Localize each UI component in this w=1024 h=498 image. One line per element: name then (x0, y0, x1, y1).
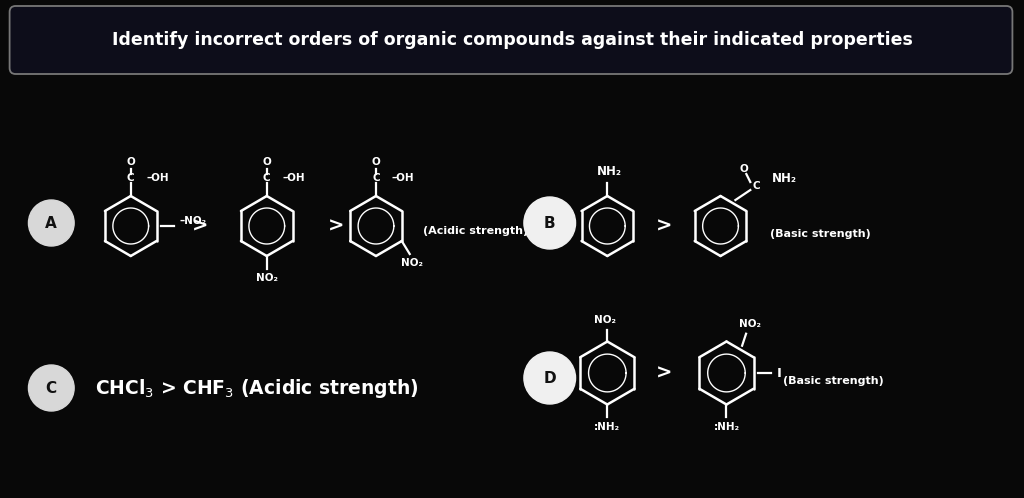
Text: –NO₂: –NO₂ (179, 216, 207, 226)
Text: B: B (544, 216, 556, 231)
Text: Identify incorrect orders of organic compounds against their indicated propertie: Identify incorrect orders of organic com… (112, 31, 912, 49)
Text: >: > (193, 217, 209, 236)
Text: >: > (655, 364, 672, 382)
Text: CHCl$_3$ > CHF$_3$ (Acidic strength): CHCl$_3$ > CHF$_3$ (Acidic strength) (95, 376, 419, 399)
Text: >: > (328, 217, 344, 236)
Text: NO₂: NO₂ (739, 319, 761, 329)
Circle shape (29, 365, 74, 411)
Text: O: O (262, 156, 271, 166)
Text: >: > (655, 217, 672, 236)
Text: (Basic strength): (Basic strength) (770, 229, 870, 239)
Text: NO₂: NO₂ (400, 258, 423, 268)
Text: O: O (740, 164, 749, 174)
FancyBboxPatch shape (9, 6, 1013, 74)
Text: –OH: –OH (392, 172, 415, 182)
Text: NO₂: NO₂ (256, 273, 278, 283)
Text: O: O (126, 156, 135, 166)
Text: (Basic strength): (Basic strength) (783, 376, 884, 386)
Text: (Acidic strength): (Acidic strength) (423, 226, 527, 236)
Text: –OH: –OH (283, 172, 305, 182)
Text: C: C (372, 172, 380, 182)
Text: NH₂: NH₂ (597, 164, 622, 177)
Text: :NH₂: :NH₂ (594, 421, 621, 431)
Circle shape (29, 200, 74, 246)
Text: –OH: –OH (146, 172, 169, 182)
Text: O: O (372, 156, 380, 166)
Text: NO₂: NO₂ (594, 315, 616, 325)
Text: D: D (544, 371, 556, 385)
Text: :NH₂: :NH₂ (714, 421, 739, 431)
Circle shape (524, 352, 575, 404)
Circle shape (524, 197, 575, 249)
Text: C: C (263, 172, 270, 182)
Text: NH₂: NH₂ (772, 171, 797, 185)
Text: I: I (777, 367, 782, 379)
Text: C: C (753, 181, 760, 191)
Text: C: C (46, 380, 57, 395)
Text: A: A (45, 216, 57, 231)
Text: C: C (127, 172, 134, 182)
